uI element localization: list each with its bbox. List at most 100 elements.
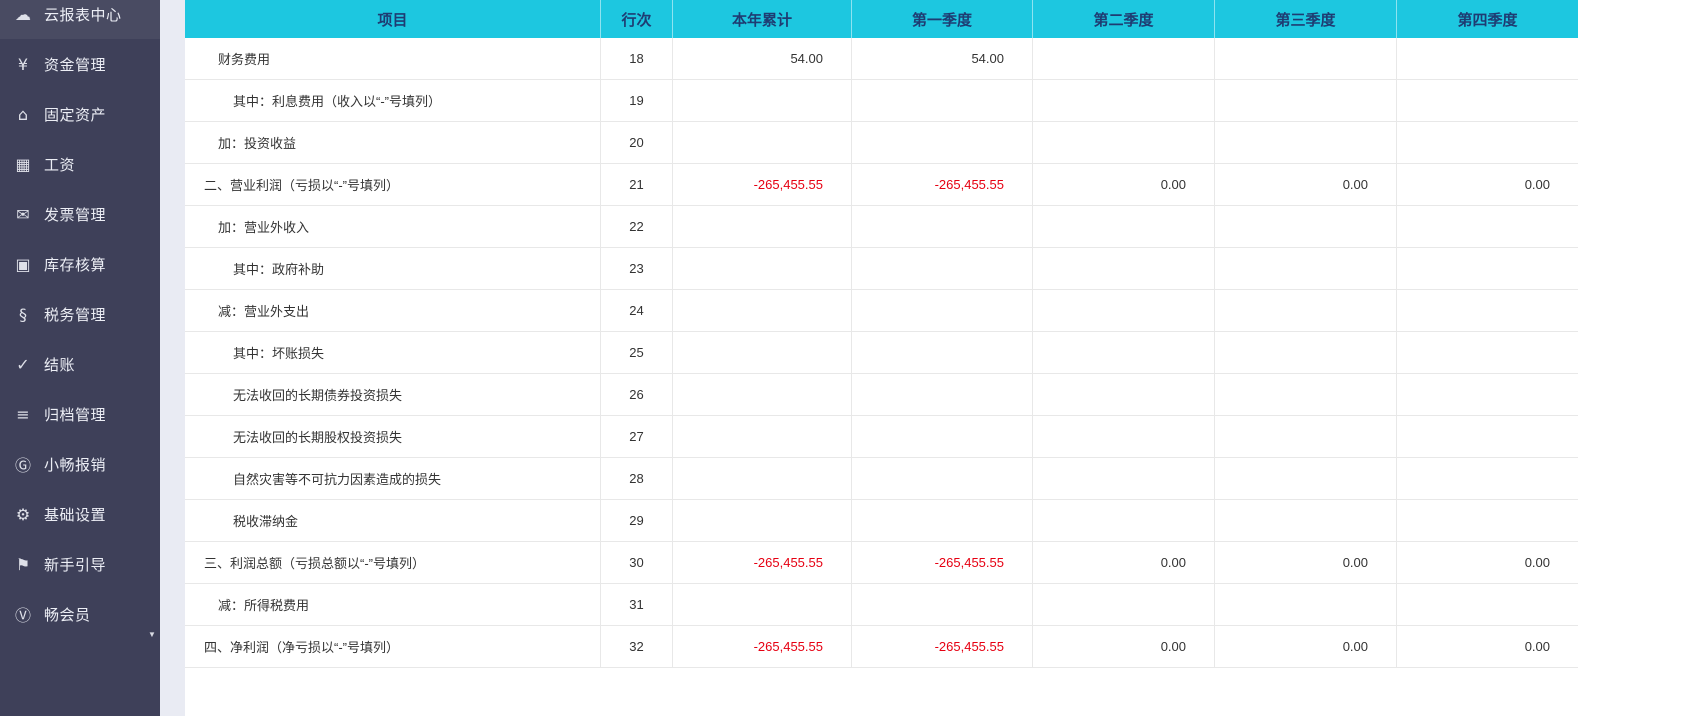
row-value-q1: 54.00 <box>851 38 1032 79</box>
column-header-5: 第三季度 <box>1214 0 1396 38</box>
sidebar-item-xiaochang-reimburse[interactable]: Ⓖ 小畅报销 <box>0 439 160 489</box>
row-line-number: 27 <box>600 416 672 457</box>
row-value-ytd <box>672 80 851 121</box>
table-row: 减：营业外支出 24 <box>185 290 1578 332</box>
row-value-ytd <box>672 290 851 331</box>
sidebar-item-funds-management[interactable]: ¥ 资金管理 <box>0 39 160 89</box>
row-value-q3 <box>1214 248 1396 289</box>
row-value-q2 <box>1032 206 1214 247</box>
row-item-label: 减：所得税费用 <box>218 598 310 613</box>
sidebar-item-archive-management[interactable]: ≡ 归档管理 <box>0 389 160 439</box>
row-value-q3 <box>1214 290 1396 331</box>
row-value-q4: 0.00 <box>1396 542 1578 583</box>
sidebar-item-label: 资金管理 <box>44 56 107 74</box>
row-value-q2: 0.00 <box>1032 626 1214 667</box>
row-line-number: 32 <box>600 626 672 667</box>
row-item-label: 加：营业外收入 <box>218 220 310 235</box>
sidebar-item-label: 固定资产 <box>44 106 107 124</box>
row-line-number: 19 <box>600 80 672 121</box>
row-value-q2 <box>1032 332 1214 373</box>
row-line-number: 26 <box>600 374 672 415</box>
row-value-ytd: -265,455.55 <box>672 542 851 583</box>
row-value-q1 <box>851 80 1032 121</box>
row-line-number: 28 <box>600 458 672 499</box>
row-value-q2: 0.00 <box>1032 542 1214 583</box>
row-value-q1 <box>851 248 1032 289</box>
row-value-q2 <box>1032 584 1214 625</box>
sidebar-item-label: 税务管理 <box>44 306 107 324</box>
cloud-report-icon: ☁ <box>15 4 31 24</box>
table-row: 其中：政府补助 23 <box>185 248 1578 290</box>
row-value-q1 <box>851 206 1032 247</box>
row-value-ytd <box>672 500 851 541</box>
table-row: 无法收回的长期债券投资损失 26 <box>185 374 1578 416</box>
row-value-q2 <box>1032 248 1214 289</box>
row-item-label: 自然灾害等不可抗力因素造成的损失 <box>233 472 442 487</box>
sidebar-item-chang-member[interactable]: Ⓥ 畅会员 <box>0 589 160 639</box>
row-line-number: 24 <box>600 290 672 331</box>
sidebar-item-invoice-management[interactable]: ✉ 发票管理 <box>0 189 160 239</box>
sidebar-item-label: 基础设置 <box>44 506 107 524</box>
row-value-q3 <box>1214 416 1396 457</box>
sidebar-item-tax-management[interactable]: § 税务管理 <box>0 289 160 339</box>
row-line-number: 31 <box>600 584 672 625</box>
fixed-assets-icon: ⌂ <box>17 104 29 124</box>
row-value-q4: 0.00 <box>1396 164 1578 205</box>
row-line-number: 22 <box>600 206 672 247</box>
column-header-1: 行次 <box>600 0 672 38</box>
row-value-q3: 0.00 <box>1214 164 1396 205</box>
row-value-ytd <box>672 332 851 373</box>
row-value-q1 <box>851 122 1032 163</box>
table-row: 三、利润总额（亏损总额以“-”号填列） 30 -265,455.55 -265,455… <box>185 542 1578 584</box>
sidebar-item-fixed-assets[interactable]: ⌂ 固定资产 <box>0 89 160 139</box>
row-value-ytd: -265,455.55 <box>672 626 851 667</box>
gear-icon: ⚙ <box>15 504 31 524</box>
row-value-q1 <box>851 458 1032 499</box>
sidebar-item-label: 工资 <box>44 156 76 174</box>
table-row: 四、净利润（净亏损以“-”号填列） 32 -265,455.55 -265,455.5… <box>185 626 1578 668</box>
table-header-row: 项目 行次 本年累计 第一季度 第二季度 第三季度 第四季度 <box>185 0 1578 38</box>
sidebar-scroll-down-button[interactable]: ▼ <box>145 626 159 642</box>
row-line-number: 21 <box>600 164 672 205</box>
chevron-down-icon: ▼ <box>148 629 156 639</box>
row-item-label: 财务费用 <box>218 52 271 67</box>
sidebar-item-beginner-guide[interactable]: ⚑ 新手引导 <box>0 539 160 589</box>
row-value-q2 <box>1032 80 1214 121</box>
row-value-q3 <box>1214 332 1396 373</box>
table-row: 其中：坏账损失 25 <box>185 332 1578 374</box>
row-item-label: 三、利润总额（亏损总额以“-”号填列） <box>204 556 425 571</box>
row-value-q1 <box>851 374 1032 415</box>
sidebar-item-basic-settings[interactable]: ⚙ 基础设置 <box>0 489 160 539</box>
sidebar-item-label: 发票管理 <box>44 206 107 224</box>
column-header-6: 第四季度 <box>1396 0 1578 38</box>
row-item-label: 无法收回的长期债券投资损失 <box>233 388 403 403</box>
column-header-3: 第一季度 <box>851 0 1032 38</box>
table-row: 加：营业外收入 22 <box>185 206 1578 248</box>
sidebar-item-cloud-report-center[interactable]: ☁ 云报表中心 <box>0 0 160 39</box>
row-value-ytd <box>672 206 851 247</box>
table-row: 财务费用 18 54.00 54.00 <box>185 38 1578 80</box>
sidebar-item-label: 小畅报销 <box>44 456 107 474</box>
sidebar-item-inventory-accounting[interactable]: ▣ 库存核算 <box>0 239 160 289</box>
row-item-label: 其中：利息费用（收入以“-”号填列） <box>233 94 441 109</box>
sidebar: ☁ 云报表中心 ¥ 资金管理 ⌂ 固定资产 ▦ 工资 ✉ 发票管理 ▣ 库存核算 § 税务管理 ✓ 结账 ≡ 归档… <box>0 0 160 716</box>
row-value-q2 <box>1032 416 1214 457</box>
row-value-q3: 0.00 <box>1214 542 1396 583</box>
row-value-q3 <box>1214 122 1396 163</box>
row-value-q1: -265,455.55 <box>851 542 1032 583</box>
row-value-q1 <box>851 584 1032 625</box>
funds-icon: ¥ <box>17 54 29 74</box>
row-value-q2 <box>1032 122 1214 163</box>
table-row: 其中：利息费用（收入以“-”号填列） 19 <box>185 80 1578 122</box>
row-value-q2: 0.00 <box>1032 164 1214 205</box>
row-value-q2 <box>1032 374 1214 415</box>
sidebar-item-payroll[interactable]: ▦ 工资 <box>0 139 160 189</box>
row-value-q3 <box>1214 458 1396 499</box>
row-value-q3 <box>1214 38 1396 79</box>
table-row: 加：投资收益 20 <box>185 122 1578 164</box>
table-row: 税收滞纳金 29 <box>185 500 1578 542</box>
sidebar-item-closing[interactable]: ✓ 结账 <box>0 339 160 389</box>
archive-icon: ≡ <box>16 404 30 424</box>
row-value-q4 <box>1396 206 1578 247</box>
row-line-number: 30 <box>600 542 672 583</box>
